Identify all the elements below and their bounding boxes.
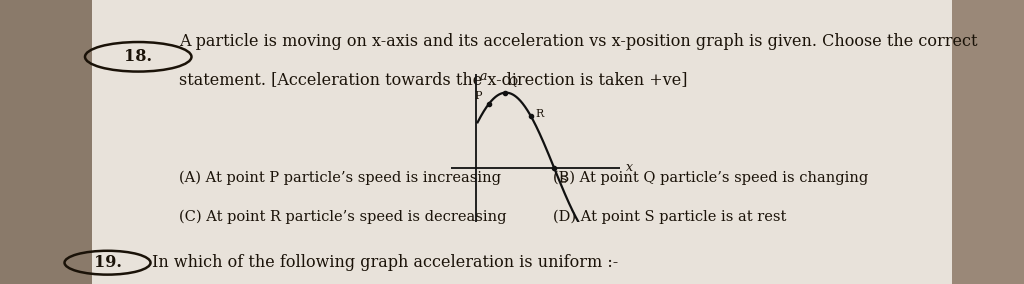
Text: A particle is moving on x-axis and its acceleration vs x-position graph is given: A particle is moving on x-axis and its a… xyxy=(179,33,978,50)
Text: (D) At point S particle is at rest: (D) At point S particle is at rest xyxy=(553,210,786,224)
Text: R: R xyxy=(536,109,544,119)
Text: x: x xyxy=(627,161,633,174)
Text: Q: Q xyxy=(509,77,518,87)
Text: (A) At point P particle’s speed is increasing: (A) At point P particle’s speed is incre… xyxy=(179,170,501,185)
Text: (C) At point R particle’s speed is decreasing: (C) At point R particle’s speed is decre… xyxy=(179,210,507,224)
Text: (B) At point Q particle’s speed is changing: (B) At point Q particle’s speed is chang… xyxy=(553,170,868,185)
Text: S: S xyxy=(559,174,567,185)
FancyBboxPatch shape xyxy=(0,0,92,284)
Text: 19.: 19. xyxy=(93,254,122,271)
FancyBboxPatch shape xyxy=(92,0,993,284)
Text: 18.: 18. xyxy=(124,48,153,65)
Text: statement. [Acceleration towards the x-direction is taken +ve]: statement. [Acceleration towards the x-d… xyxy=(179,71,688,88)
Text: a: a xyxy=(479,70,486,83)
Text: In which of the following graph acceleration is uniform :-: In which of the following graph accelera… xyxy=(152,254,617,271)
Text: P: P xyxy=(475,91,482,101)
FancyBboxPatch shape xyxy=(952,0,1024,284)
